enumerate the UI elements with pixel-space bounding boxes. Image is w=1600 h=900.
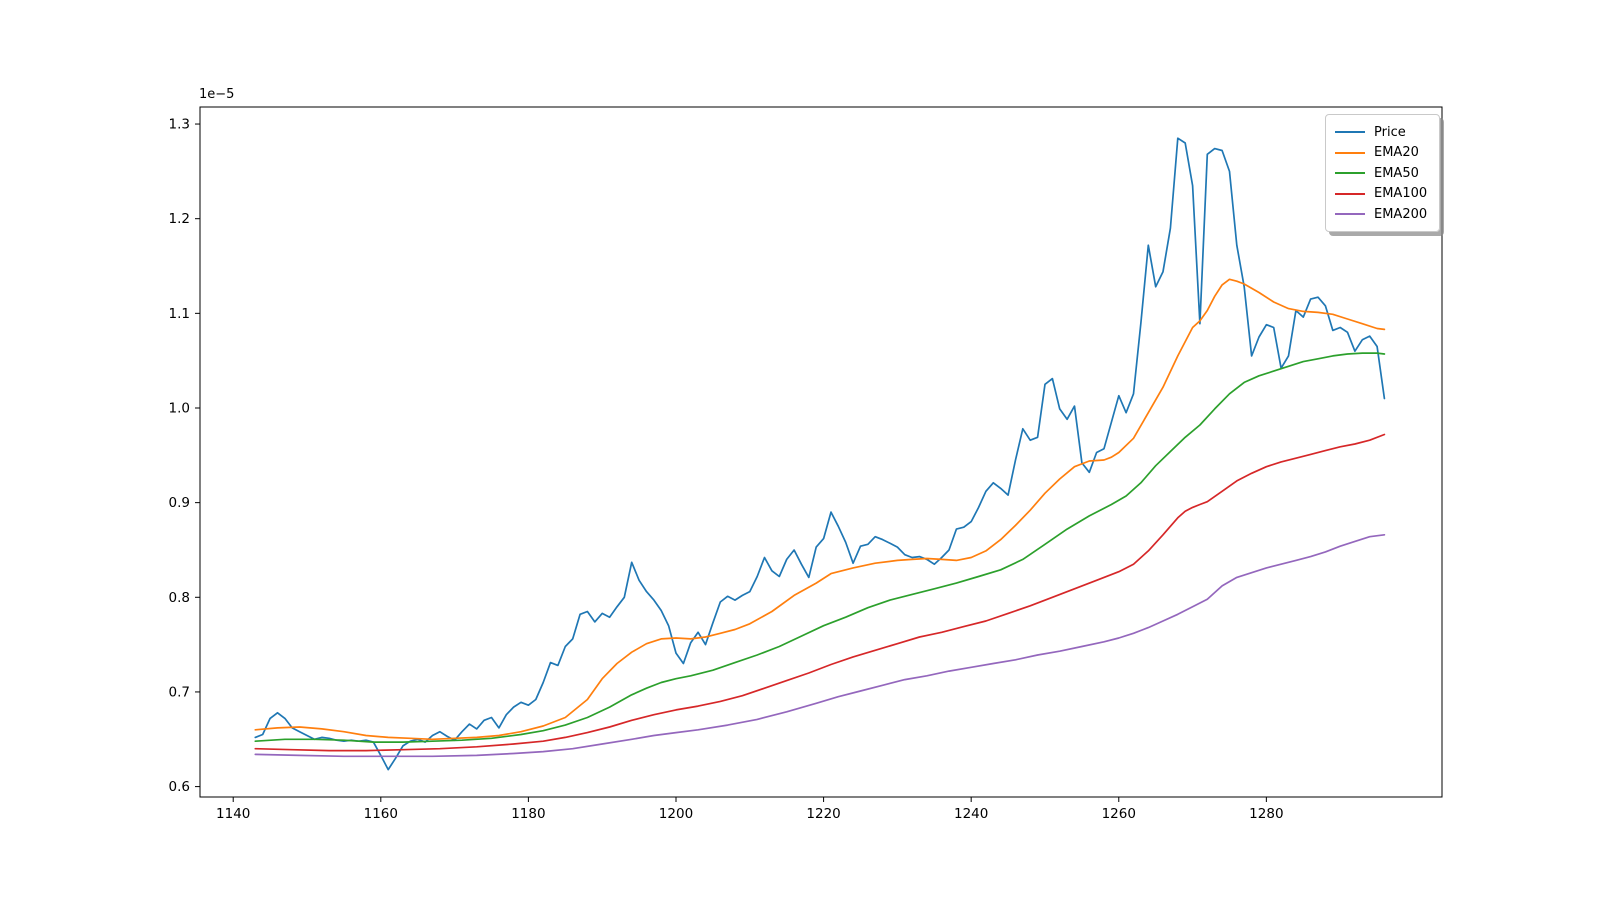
legend-label-ema20: EMA20 xyxy=(1374,145,1419,161)
x-tick-label: 1240 xyxy=(954,806,988,822)
x-tick-label: 1280 xyxy=(1249,806,1283,822)
y-tick-label: 0.6 xyxy=(169,779,190,795)
y-tick-label: 0.8 xyxy=(169,590,190,606)
y-axis-offset-label: 1e−5 xyxy=(199,87,235,102)
series-line-ema50 xyxy=(254,352,1386,743)
axes-spines xyxy=(199,106,1443,798)
x-tick-label: 1180 xyxy=(511,806,545,822)
legend-line-sample-ema50 xyxy=(1335,172,1365,175)
series-line-ema100 xyxy=(254,433,1386,752)
legend-row-price: Price xyxy=(1335,122,1431,143)
legend-line-sample-ema100 xyxy=(1335,192,1365,195)
series-line-price xyxy=(254,137,1386,771)
legend-label-price: Price xyxy=(1374,124,1406,140)
legend-row-ema200: EMA200 xyxy=(1335,204,1431,225)
legend[interactable]: Price EMA20 EMA50 EMA100 EMA200 xyxy=(1325,114,1440,232)
legend-line-sample-ema20 xyxy=(1335,151,1365,154)
x-tick-label: 1140 xyxy=(216,806,250,822)
legend-row-ema50: EMA50 xyxy=(1335,163,1431,184)
y-tick-label: 1.2 xyxy=(169,211,190,227)
series-line-ema200 xyxy=(254,533,1386,758)
x-tick-label: 1260 xyxy=(1102,806,1136,822)
legend-row-ema100: EMA100 xyxy=(1335,184,1431,205)
y-tick-label: 0.9 xyxy=(169,495,190,511)
y-tick-label: 1.0 xyxy=(169,400,190,416)
y-tick-label: 1.3 xyxy=(169,117,190,133)
legend-row-ema20: EMA20 xyxy=(1335,143,1431,164)
legend-line-sample-price xyxy=(1335,131,1365,134)
legend-line-sample-ema200 xyxy=(1335,213,1365,216)
series-line-ema20 xyxy=(254,278,1386,741)
legend-label-ema100: EMA100 xyxy=(1374,186,1428,202)
y-tick-label: 0.7 xyxy=(169,684,190,700)
legend-label-ema50: EMA50 xyxy=(1374,165,1419,181)
x-tick-label: 1220 xyxy=(806,806,840,822)
x-tick-label: 1160 xyxy=(364,806,398,822)
legend-label-ema200: EMA200 xyxy=(1374,206,1428,222)
x-tick-label: 1200 xyxy=(659,806,693,822)
y-tick-label: 1.1 xyxy=(169,306,190,322)
